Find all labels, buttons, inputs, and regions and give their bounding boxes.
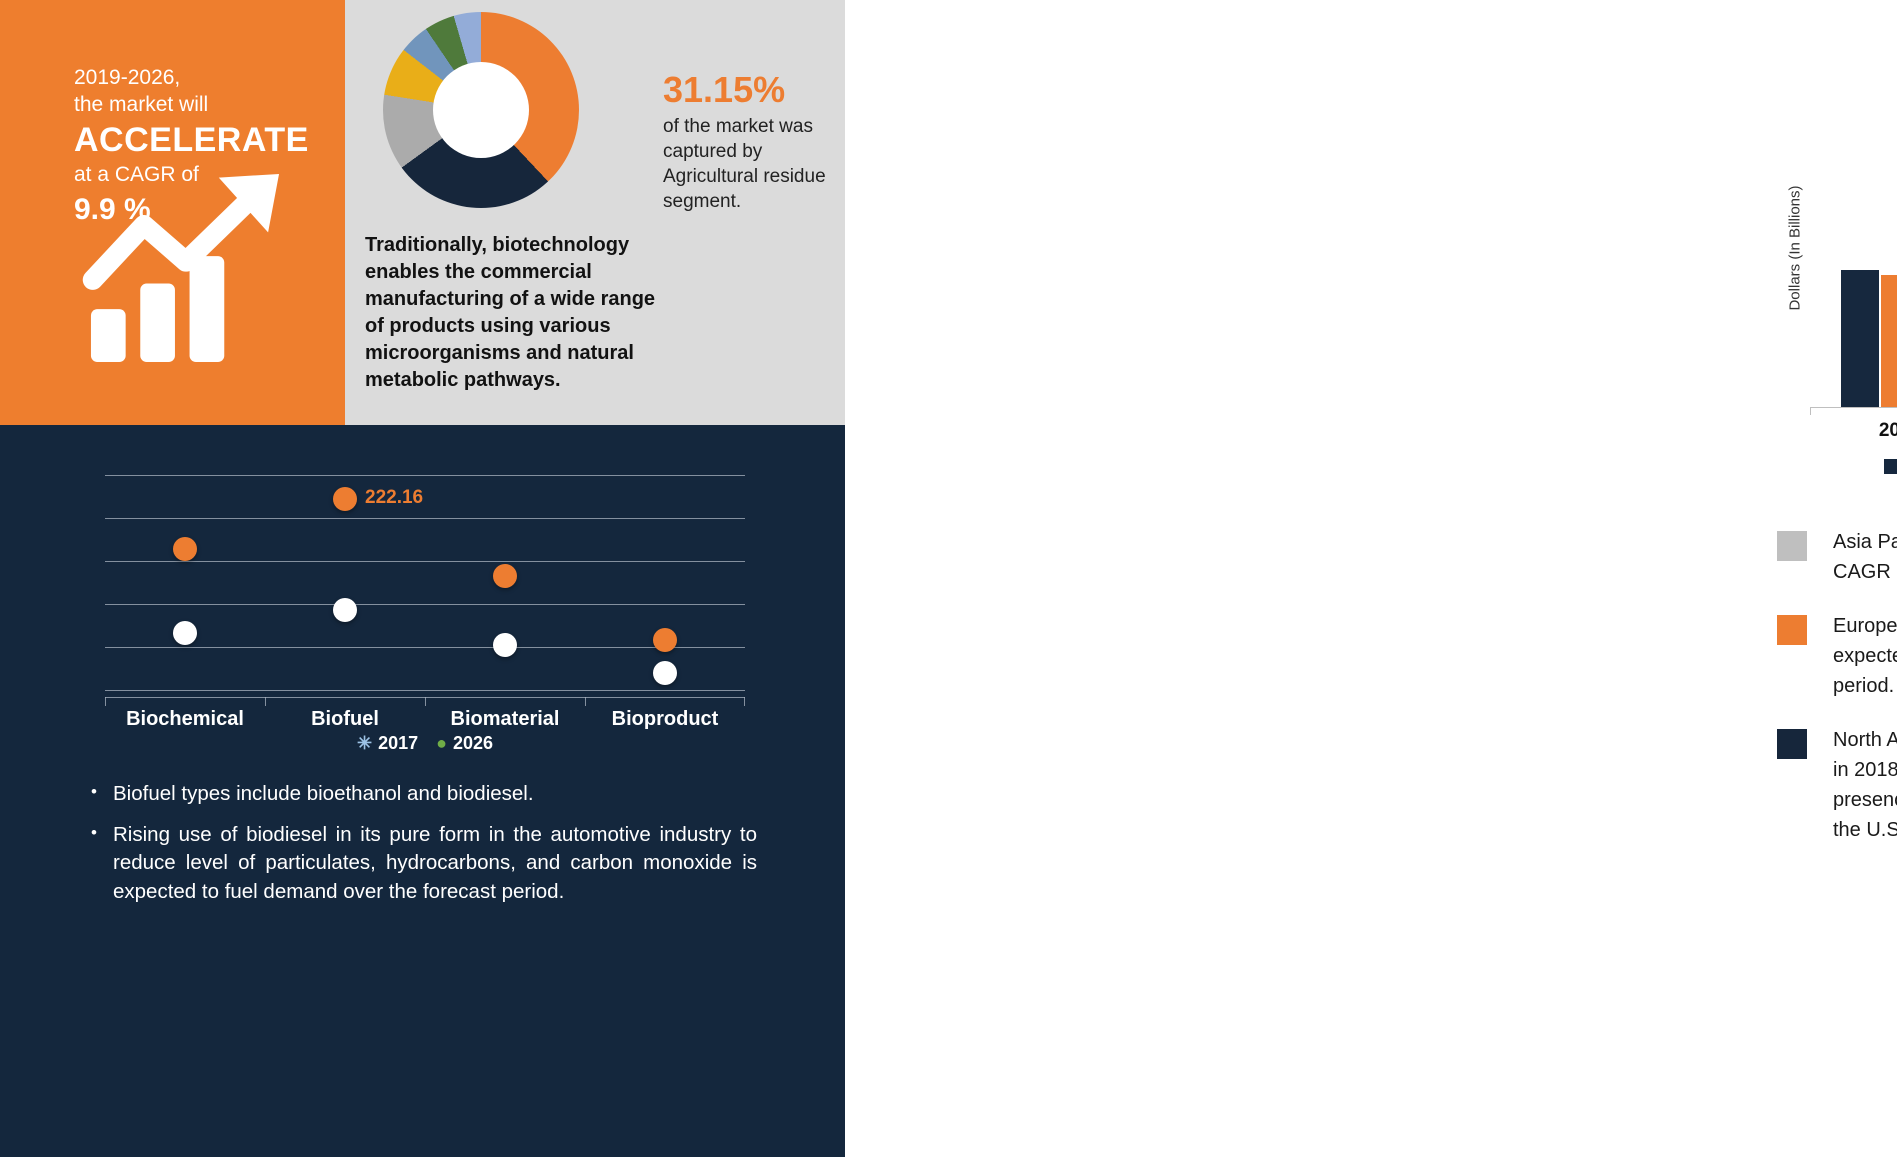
- axis-tick: [425, 697, 426, 706]
- growth-arrow-icon: [82, 173, 280, 363]
- insight-swatch: [1777, 729, 1807, 759]
- insight-row: Asia Pacific is projected to be the fast…: [1777, 527, 1897, 587]
- biotech-description: Traditionally, biotechnology enables the…: [365, 234, 656, 391]
- legend-label: 2017: [378, 733, 419, 753]
- dot-2026: [173, 536, 197, 561]
- dot-data-label: 222.16: [365, 486, 424, 508]
- gridline: [105, 475, 745, 476]
- segment-panel: 222.16 Biochemical Biofuel Biomaterial Biop…: [0, 425, 845, 1157]
- donut-hole: [433, 62, 529, 158]
- dot-2017: [173, 621, 197, 646]
- bar-category-label: 2018: [1878, 420, 1897, 441]
- period-text: 2019-2026,: [74, 66, 181, 89]
- axis-tick: [265, 697, 266, 706]
- dot-2026: [493, 564, 517, 589]
- gridline: [105, 647, 745, 648]
- gridline: [105, 690, 745, 691]
- insight-row: Europe accounts for a market share of 21…: [1777, 611, 1897, 701]
- axis-tick: [105, 697, 106, 706]
- bar-categories: 201820212026: [1810, 420, 1897, 442]
- dot-legend: ✳ 2017 ● 2026: [105, 733, 745, 754]
- dot-category-label: Bioproduct: [611, 708, 719, 730]
- accelerate-text-block: 2019-2026, the market will ACCELERATE at…: [74, 64, 309, 229]
- bar-plot: 80.92: [1810, 88, 1897, 415]
- legend-item: ● 2026: [436, 733, 493, 754]
- legend-marker: ●: [436, 733, 447, 753]
- legend-label: 2026: [452, 733, 494, 753]
- biofuel-bullet-list: Biofuel types include bioethanol and bio…: [85, 780, 757, 919]
- bullet-item: Biofuel types include bioethanol and bio…: [85, 780, 757, 809]
- dot-2026: [653, 628, 677, 653]
- bar-chart-y-axis-label: Dollars (In Billions): [1786, 185, 1804, 311]
- bullet-item: Rising use of biodiesel in its pure form…: [85, 821, 757, 907]
- highlight-percentage: 31.15%: [663, 69, 786, 110]
- accelerate-headline: ACCELERATE: [74, 120, 309, 159]
- axis-tick: [1810, 407, 1811, 415]
- axis-tick: [585, 697, 586, 706]
- accelerate-panel: 2019-2026, the market will ACCELERATE at…: [0, 0, 345, 425]
- dot-category-label: Biomaterial: [450, 708, 560, 730]
- insight-text: Asia Pacific is projected to be the fast…: [1833, 531, 1897, 583]
- market-share-highlight: 31.15% of the market was captured by Agr…: [663, 70, 831, 214]
- insight-text: Europe accounts for a market share of 21…: [1833, 615, 1897, 697]
- bar-group: [1810, 88, 1897, 407]
- highlight-caption: of the market was captured by Agricultur…: [663, 115, 826, 212]
- bar-legend: North AmericaEuropeAsia Pacific: [1770, 456, 1897, 479]
- insight-list: Asia Pacific is projected to be the fast…: [1777, 527, 1897, 869]
- legend-item: North America: [1883, 456, 1897, 477]
- gridline: [105, 604, 745, 605]
- legend-marker: ✳: [356, 733, 373, 753]
- dot-2017: [333, 598, 357, 623]
- insight-row: North America accounts for the largest m…: [1777, 725, 1897, 845]
- insight-swatch: [1777, 531, 1807, 561]
- gridline: [105, 561, 745, 562]
- dot-axis: [105, 697, 745, 706]
- legend-swatch: [1883, 459, 1897, 474]
- dot-2017: [653, 660, 677, 685]
- dot-2026: [333, 486, 357, 511]
- donut-panel: Traditionally, biotechnology enables the…: [345, 0, 845, 425]
- insight-text: North America accounts for the largest m…: [1833, 729, 1897, 841]
- dot-category-label: Biofuel: [311, 708, 379, 730]
- bar-europe: [1881, 274, 1897, 407]
- dot-categories: Biochemical Biofuel Biomaterial Bioproduct: [105, 708, 745, 731]
- right-panel: Dollars (In Billions) 80.92 201820212026…: [845, 0, 1897, 1157]
- gridline: [105, 518, 745, 519]
- dot-category-label: Biochemical: [126, 708, 244, 730]
- legend-item: ✳ 2017: [357, 733, 418, 754]
- market-will-text: the market will: [74, 93, 209, 117]
- dot-2017: [493, 633, 517, 658]
- dot-plot: 222.16: [105, 475, 745, 691]
- bar-north-america: [1841, 270, 1879, 407]
- axis-tick: [744, 697, 745, 706]
- cagr-prefix-text: at a CAGR of: [74, 163, 199, 187]
- insight-swatch: [1777, 615, 1807, 645]
